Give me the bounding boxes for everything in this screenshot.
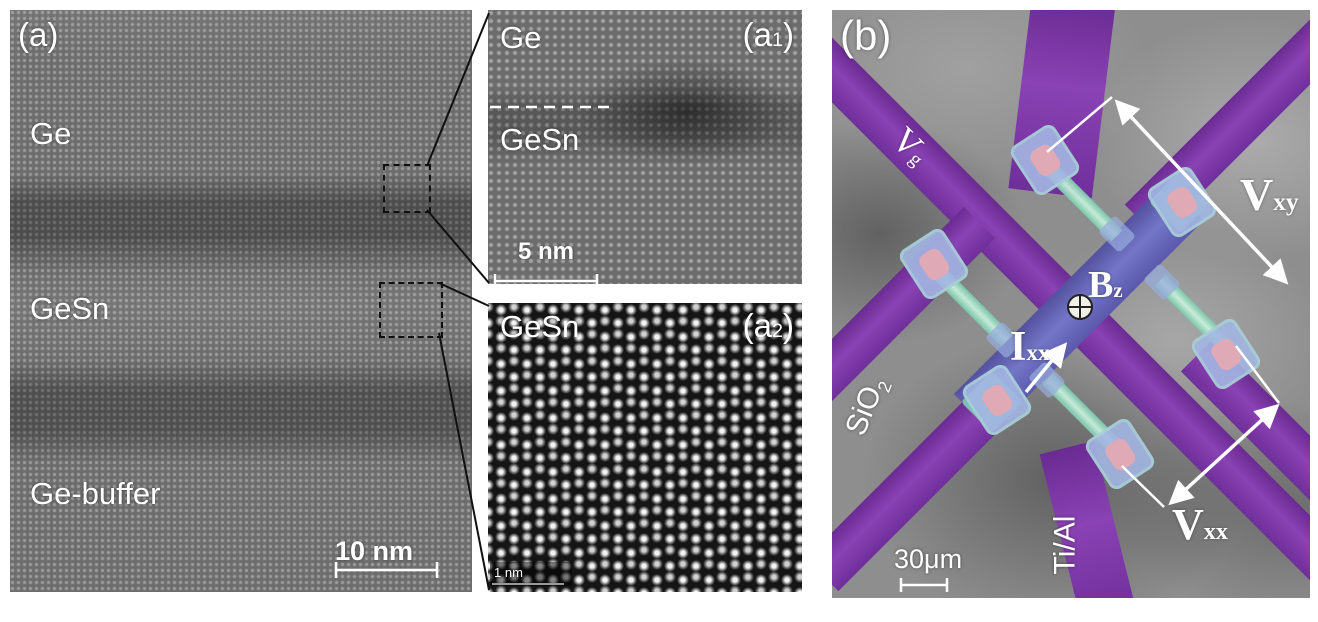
tem-interface-shading: [488, 10, 802, 284]
panel-a-tem-image: (a) Ge GeSn Ge-buffer 10 nm: [10, 10, 472, 592]
panel-a1-label: (a1): [742, 16, 794, 53]
scalebar-label-5nm: 5 nm: [518, 238, 575, 265]
layer-label-gesn: GeSn: [30, 291, 110, 326]
tem-lattice-texture: [10, 10, 472, 592]
contact-pad-core: [979, 381, 1015, 419]
scalebar-label-10nm: 10 nm: [335, 536, 414, 566]
tem-interface-shading: [10, 10, 472, 592]
scalebar-label-30um: 30μm: [894, 544, 963, 574]
panel-b-label: (b): [840, 12, 892, 59]
layer-label-ge: Ge: [30, 116, 72, 151]
scalebar-line-1nm: [492, 583, 564, 585]
panel-a2-tem-inset: GeSn (a2) 1 nm: [488, 303, 802, 592]
atomic-dumbbell-texture: [488, 303, 802, 592]
layer-label-ge: Ge: [500, 20, 542, 55]
zoom-region-box-a1: [383, 164, 431, 213]
contact-pad-core: [916, 245, 952, 283]
vxy-label: Vxy: [1240, 169, 1299, 220]
panel-b-sem-image: [832, 10, 1310, 598]
tem-lattice-texture: [488, 10, 802, 284]
vxx-label: Vxx: [1172, 500, 1228, 549]
ixx-label: Ixx: [1010, 324, 1050, 370]
ti-al-label: Ti/Al: [1048, 515, 1082, 575]
layer-label-gesn: GeSn: [500, 122, 580, 157]
contact-pad-core: [1208, 335, 1244, 373]
layer-label-ge-buffer: Ge-buffer: [30, 476, 161, 511]
contact-pad-core: [1102, 435, 1138, 473]
contact-pad-core: [1027, 141, 1063, 179]
panel-a2-label: (a2): [742, 307, 794, 344]
contact-pad-core: [1164, 183, 1200, 221]
material-label-gesn: GeSn: [500, 309, 580, 344]
panel-a-label: (a): [18, 16, 59, 53]
bz-label: Bz: [1088, 264, 1123, 306]
scalebar-label-1nm: 1 nm: [494, 565, 523, 580]
scalebar-backdrop: [490, 562, 572, 586]
zoom-region-box-a2: [379, 282, 443, 338]
panel-a1-tem-inset: Ge GeSn (a1) 5 nm: [488, 10, 802, 284]
